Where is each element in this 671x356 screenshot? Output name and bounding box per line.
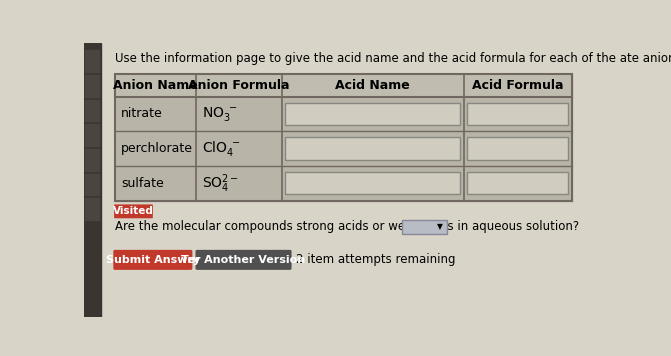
Text: Acid Formula: Acid Formula: [472, 79, 564, 91]
FancyBboxPatch shape: [114, 204, 153, 218]
FancyBboxPatch shape: [402, 220, 447, 234]
Bar: [115, 74, 572, 200]
Text: Are the molecular compounds strong acids or weak acids in aqueous solution?: Are the molecular compounds strong acids…: [115, 220, 579, 233]
Text: sulfate: sulfate: [121, 177, 164, 190]
Bar: [85, 174, 99, 195]
FancyBboxPatch shape: [195, 250, 292, 270]
Text: ▼: ▼: [437, 222, 444, 231]
Text: Acid Name: Acid Name: [336, 79, 410, 91]
Bar: [85, 124, 99, 146]
FancyBboxPatch shape: [113, 250, 193, 270]
Text: $\mathrm{NO_3^{\ -}}$: $\mathrm{NO_3^{\ -}}$: [203, 105, 238, 123]
Bar: [85, 198, 99, 220]
Bar: [115, 74, 572, 96]
Text: perchlorate: perchlorate: [121, 142, 193, 155]
Text: Use the information page to give the acid name and the acid formula for each of : Use the information page to give the aci…: [115, 52, 671, 65]
FancyBboxPatch shape: [285, 103, 460, 125]
Text: Anion Name: Anion Name: [113, 79, 198, 91]
Bar: [115, 74, 572, 200]
Bar: [84, 43, 101, 317]
Bar: [85, 100, 99, 121]
Bar: [85, 51, 99, 72]
FancyBboxPatch shape: [468, 137, 568, 160]
Text: Anion Formula: Anion Formula: [188, 79, 290, 91]
FancyBboxPatch shape: [285, 137, 460, 160]
FancyBboxPatch shape: [285, 172, 460, 194]
Text: Submit Answer: Submit Answer: [105, 255, 200, 265]
FancyBboxPatch shape: [468, 103, 568, 125]
Bar: [85, 149, 99, 171]
Bar: [85, 75, 99, 96]
Text: $\mathrm{SO_4^{2-}}$: $\mathrm{SO_4^{2-}}$: [203, 172, 240, 194]
Text: Visited: Visited: [113, 206, 154, 216]
Text: $\mathrm{ClO_4^{\ -}}$: $\mathrm{ClO_4^{\ -}}$: [203, 139, 242, 158]
Text: nitrate: nitrate: [121, 108, 163, 120]
FancyBboxPatch shape: [468, 172, 568, 194]
Text: Try Another Version: Try Another Version: [181, 255, 305, 265]
Text: 2 item attempts remaining: 2 item attempts remaining: [296, 253, 456, 266]
